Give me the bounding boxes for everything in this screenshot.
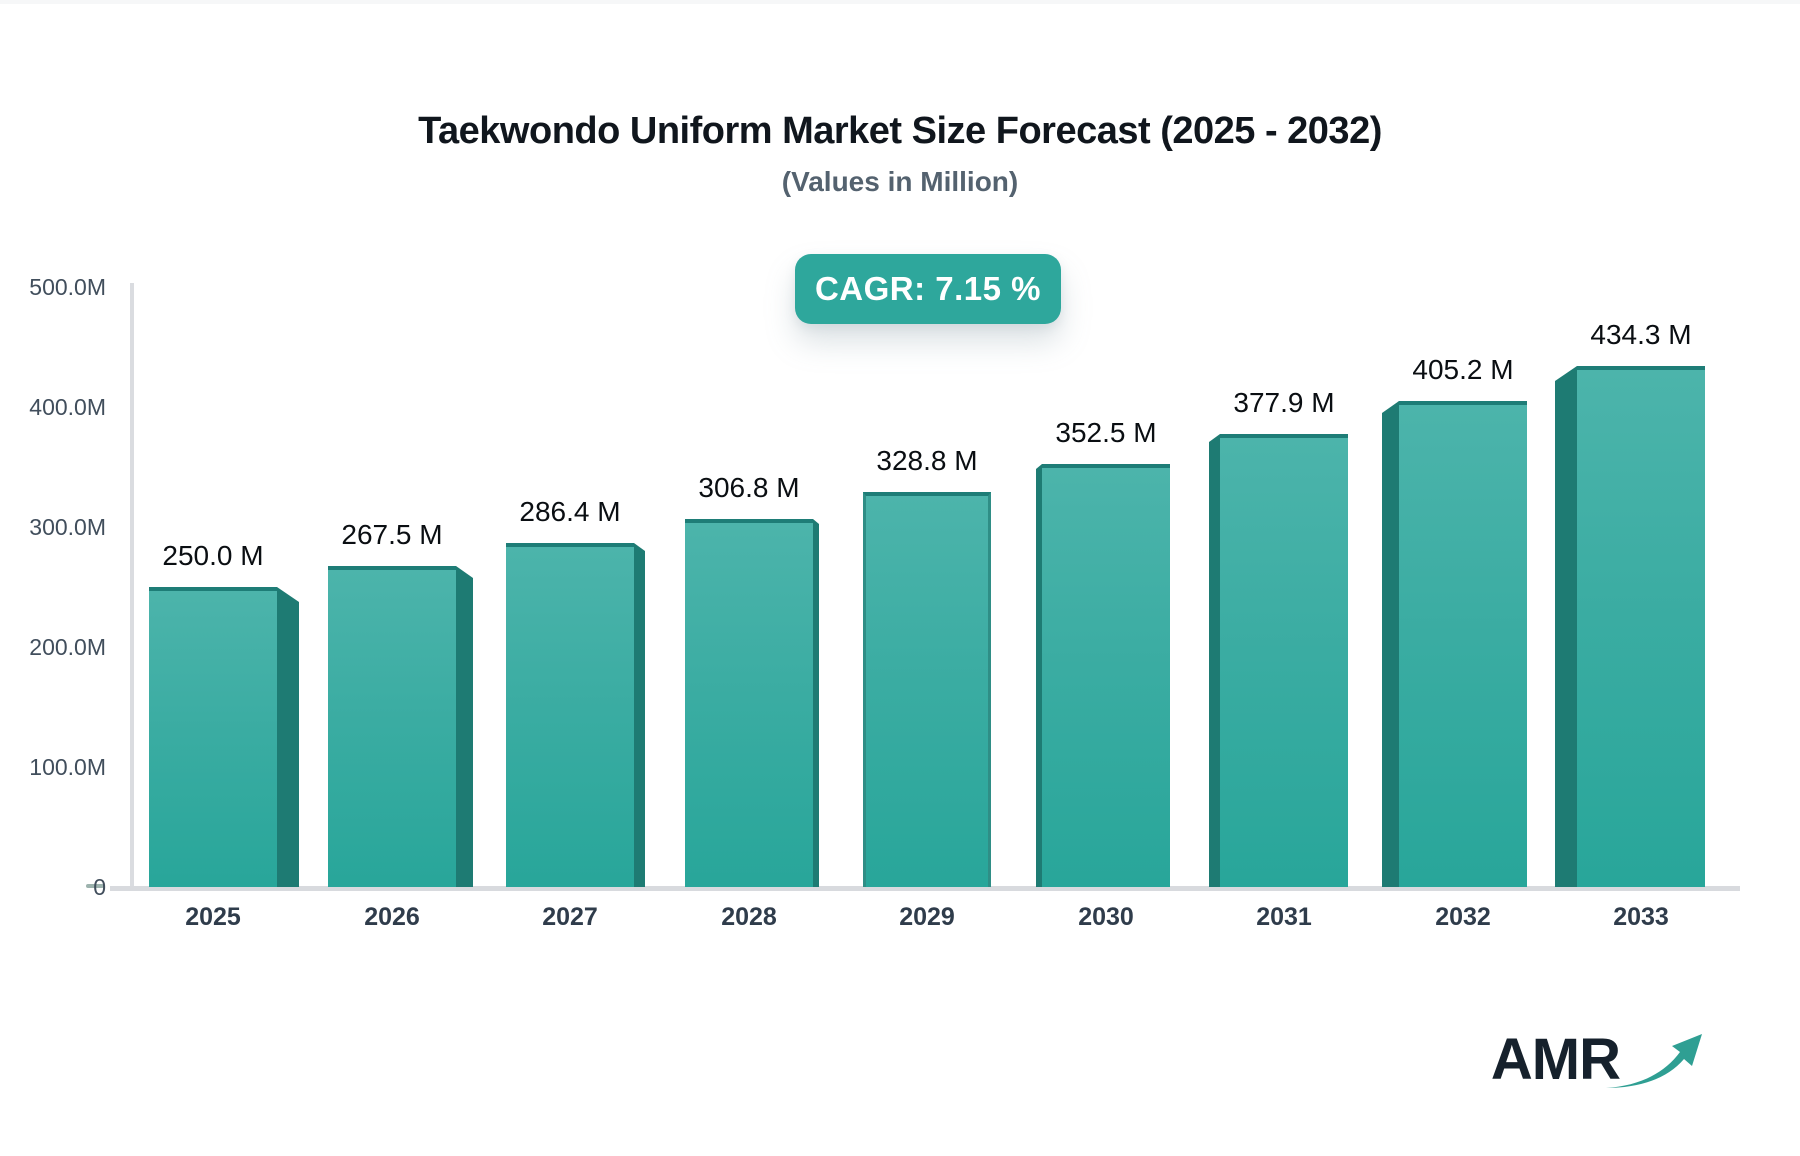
y-axis-tick-label: 500.0M <box>29 274 106 300</box>
bar-2029 <box>863 492 991 887</box>
growth-arrow-icon <box>1606 1033 1702 1088</box>
x-axis-label-2027: 2027 <box>542 903 598 931</box>
bar-value-label-2031: 377.9 M <box>1233 387 1335 418</box>
y-axis-tick-label: 200.0M <box>29 634 106 660</box>
bar-side-face-2030 <box>1036 464 1042 887</box>
cagr-badge-label: CAGR: 7.15 % <box>814 270 1042 307</box>
x-axis-label-2029: 2029 <box>899 903 955 931</box>
bar-side-face-2027 <box>634 543 645 887</box>
y-axis-tick-label: 0 <box>93 874 106 900</box>
bar-side-face-2031 <box>1209 434 1220 887</box>
bar-2025 <box>149 587 277 887</box>
bar-value-label-2030: 352.5 M <box>1055 417 1157 448</box>
bar-2032 <box>1399 401 1527 887</box>
x-axis-label-2028: 2028 <box>721 903 777 931</box>
bar-value-label-2033: 434.3 M <box>1590 319 1692 350</box>
bar-value-label-2025: 250.0 M <box>162 540 264 571</box>
amr-logo: AMR <box>1491 1026 1704 1093</box>
x-axis-baseline <box>110 886 1740 891</box>
bar-2026 <box>328 566 456 887</box>
bar-side-face-2025 <box>277 587 299 887</box>
x-axis-label-2026: 2026 <box>364 903 420 931</box>
y-axis-tick-label: 400.0M <box>29 394 106 420</box>
y-axis-line <box>130 283 134 889</box>
bar-side-face-2033 <box>1555 366 1577 887</box>
x-axis-label-2032: 2032 <box>1435 903 1491 931</box>
bar-side-face-2032 <box>1382 401 1399 887</box>
bar-side-face-2026 <box>456 566 473 887</box>
bar-value-label-2029: 328.8 M <box>876 445 978 476</box>
chart-subtitle: (Values in Million) <box>781 166 1019 197</box>
bar-2030 <box>1042 464 1170 887</box>
chart-title: Taekwondo Uniform Market Size Forecast (… <box>418 110 1382 152</box>
y-axis-tick-label: 100.0M <box>29 754 106 780</box>
bar-2031 <box>1220 434 1348 887</box>
x-axis-label-2030: 2030 <box>1078 903 1134 931</box>
bar-2033 <box>1577 366 1705 887</box>
bar-side-face-2028 <box>813 519 819 887</box>
cagr-badge: CAGR: 7.15 % <box>795 254 1061 324</box>
x-axis-label-2031: 2031 <box>1256 903 1312 931</box>
bar-2027 <box>506 543 634 887</box>
x-axis-label-2033: 2033 <box>1613 903 1669 931</box>
bar-value-label-2028: 306.8 M <box>698 472 800 503</box>
y-axis-tick-label: 300.0M <box>29 514 106 540</box>
bar-value-label-2032: 405.2 M <box>1412 354 1514 385</box>
amr-logo-text: AMR <box>1490 1027 1621 1092</box>
bar-value-label-2027: 286.4 M <box>519 496 621 527</box>
x-axis-label-2025: 2025 <box>185 903 241 931</box>
page-top-border <box>0 0 1800 4</box>
bar-2028 <box>685 519 813 887</box>
zero-tick-mark <box>86 884 104 888</box>
bar-value-label-2026: 267.5 M <box>341 519 443 550</box>
